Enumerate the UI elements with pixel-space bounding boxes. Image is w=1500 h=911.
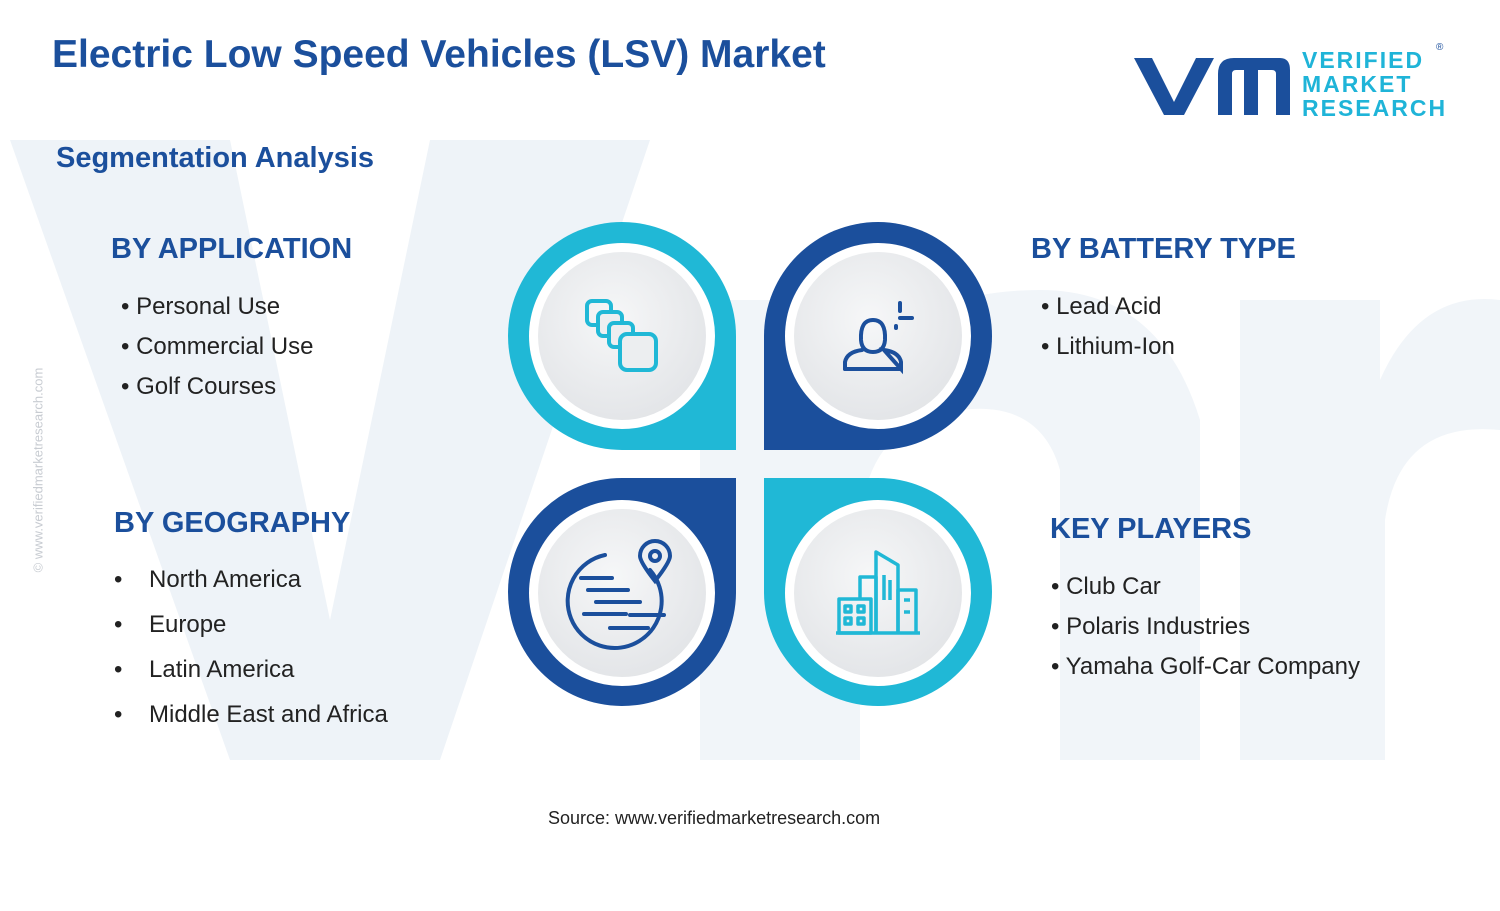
list-item: Europe: [114, 602, 388, 647]
logo-text-line3: RESEARCH: [1302, 95, 1448, 121]
list-item: Lead Acid: [1041, 287, 1175, 327]
key-players-petal: [764, 478, 992, 707]
list-item: Yamaha Golf-Car Company: [1051, 647, 1360, 687]
company-logo: VERIFIED MARKET RESEARCH ®: [1130, 40, 1450, 125]
side-watermark-text: © www.verifiedmarketresearch.com: [30, 367, 46, 573]
source-citation: Source: www.verifiedmarketresearch.com: [548, 808, 881, 828]
battery-type-petal: [764, 222, 992, 450]
globe-pin-icon: [565, 539, 673, 650]
list-item: North America: [114, 557, 388, 602]
list-item: Lithium-Ion: [1041, 327, 1175, 367]
battery-type-list: Lead Acid Lithium-Ion: [1041, 287, 1175, 367]
segmentation-diagram: [508, 222, 992, 707]
application-heading: BY APPLICATION: [111, 233, 353, 265]
key-players-heading: KEY PLAYERS: [1050, 513, 1252, 545]
battery-type-heading: BY BATTERY TYPE: [1031, 233, 1296, 265]
key-players-list: Club Car Polaris Industries Yamaha Golf-…: [1051, 567, 1360, 687]
list-item: Middle East and Africa: [114, 692, 388, 737]
application-list: Personal Use Commercial Use Golf Courses: [121, 287, 313, 407]
list-item: Commercial Use: [121, 327, 313, 367]
registered-mark: ®: [1436, 42, 1444, 53]
list-item: Golf Courses: [121, 367, 313, 407]
geography-list: North America Europe Latin America Middl…: [114, 557, 388, 737]
logo-text-line2: MARKET: [1302, 71, 1413, 97]
user-profile-icon: [843, 301, 914, 375]
page-title: Electric Low Speed Vehicles (LSV) Market: [52, 33, 826, 76]
page-subtitle: Segmentation Analysis: [56, 142, 375, 174]
vmr-logo-mark-icon: [1134, 58, 1290, 115]
overlapping-squares-icon: [585, 299, 658, 372]
city-buildings-icon: [836, 550, 920, 635]
list-item: Personal Use: [121, 287, 313, 327]
logo-text-line1: VERIFIED: [1302, 47, 1425, 73]
list-item: Latin America: [114, 647, 388, 692]
list-item: Club Car: [1051, 567, 1360, 607]
list-item: Polaris Industries: [1051, 607, 1360, 647]
geography-heading: BY GEOGRAPHY: [114, 507, 351, 539]
